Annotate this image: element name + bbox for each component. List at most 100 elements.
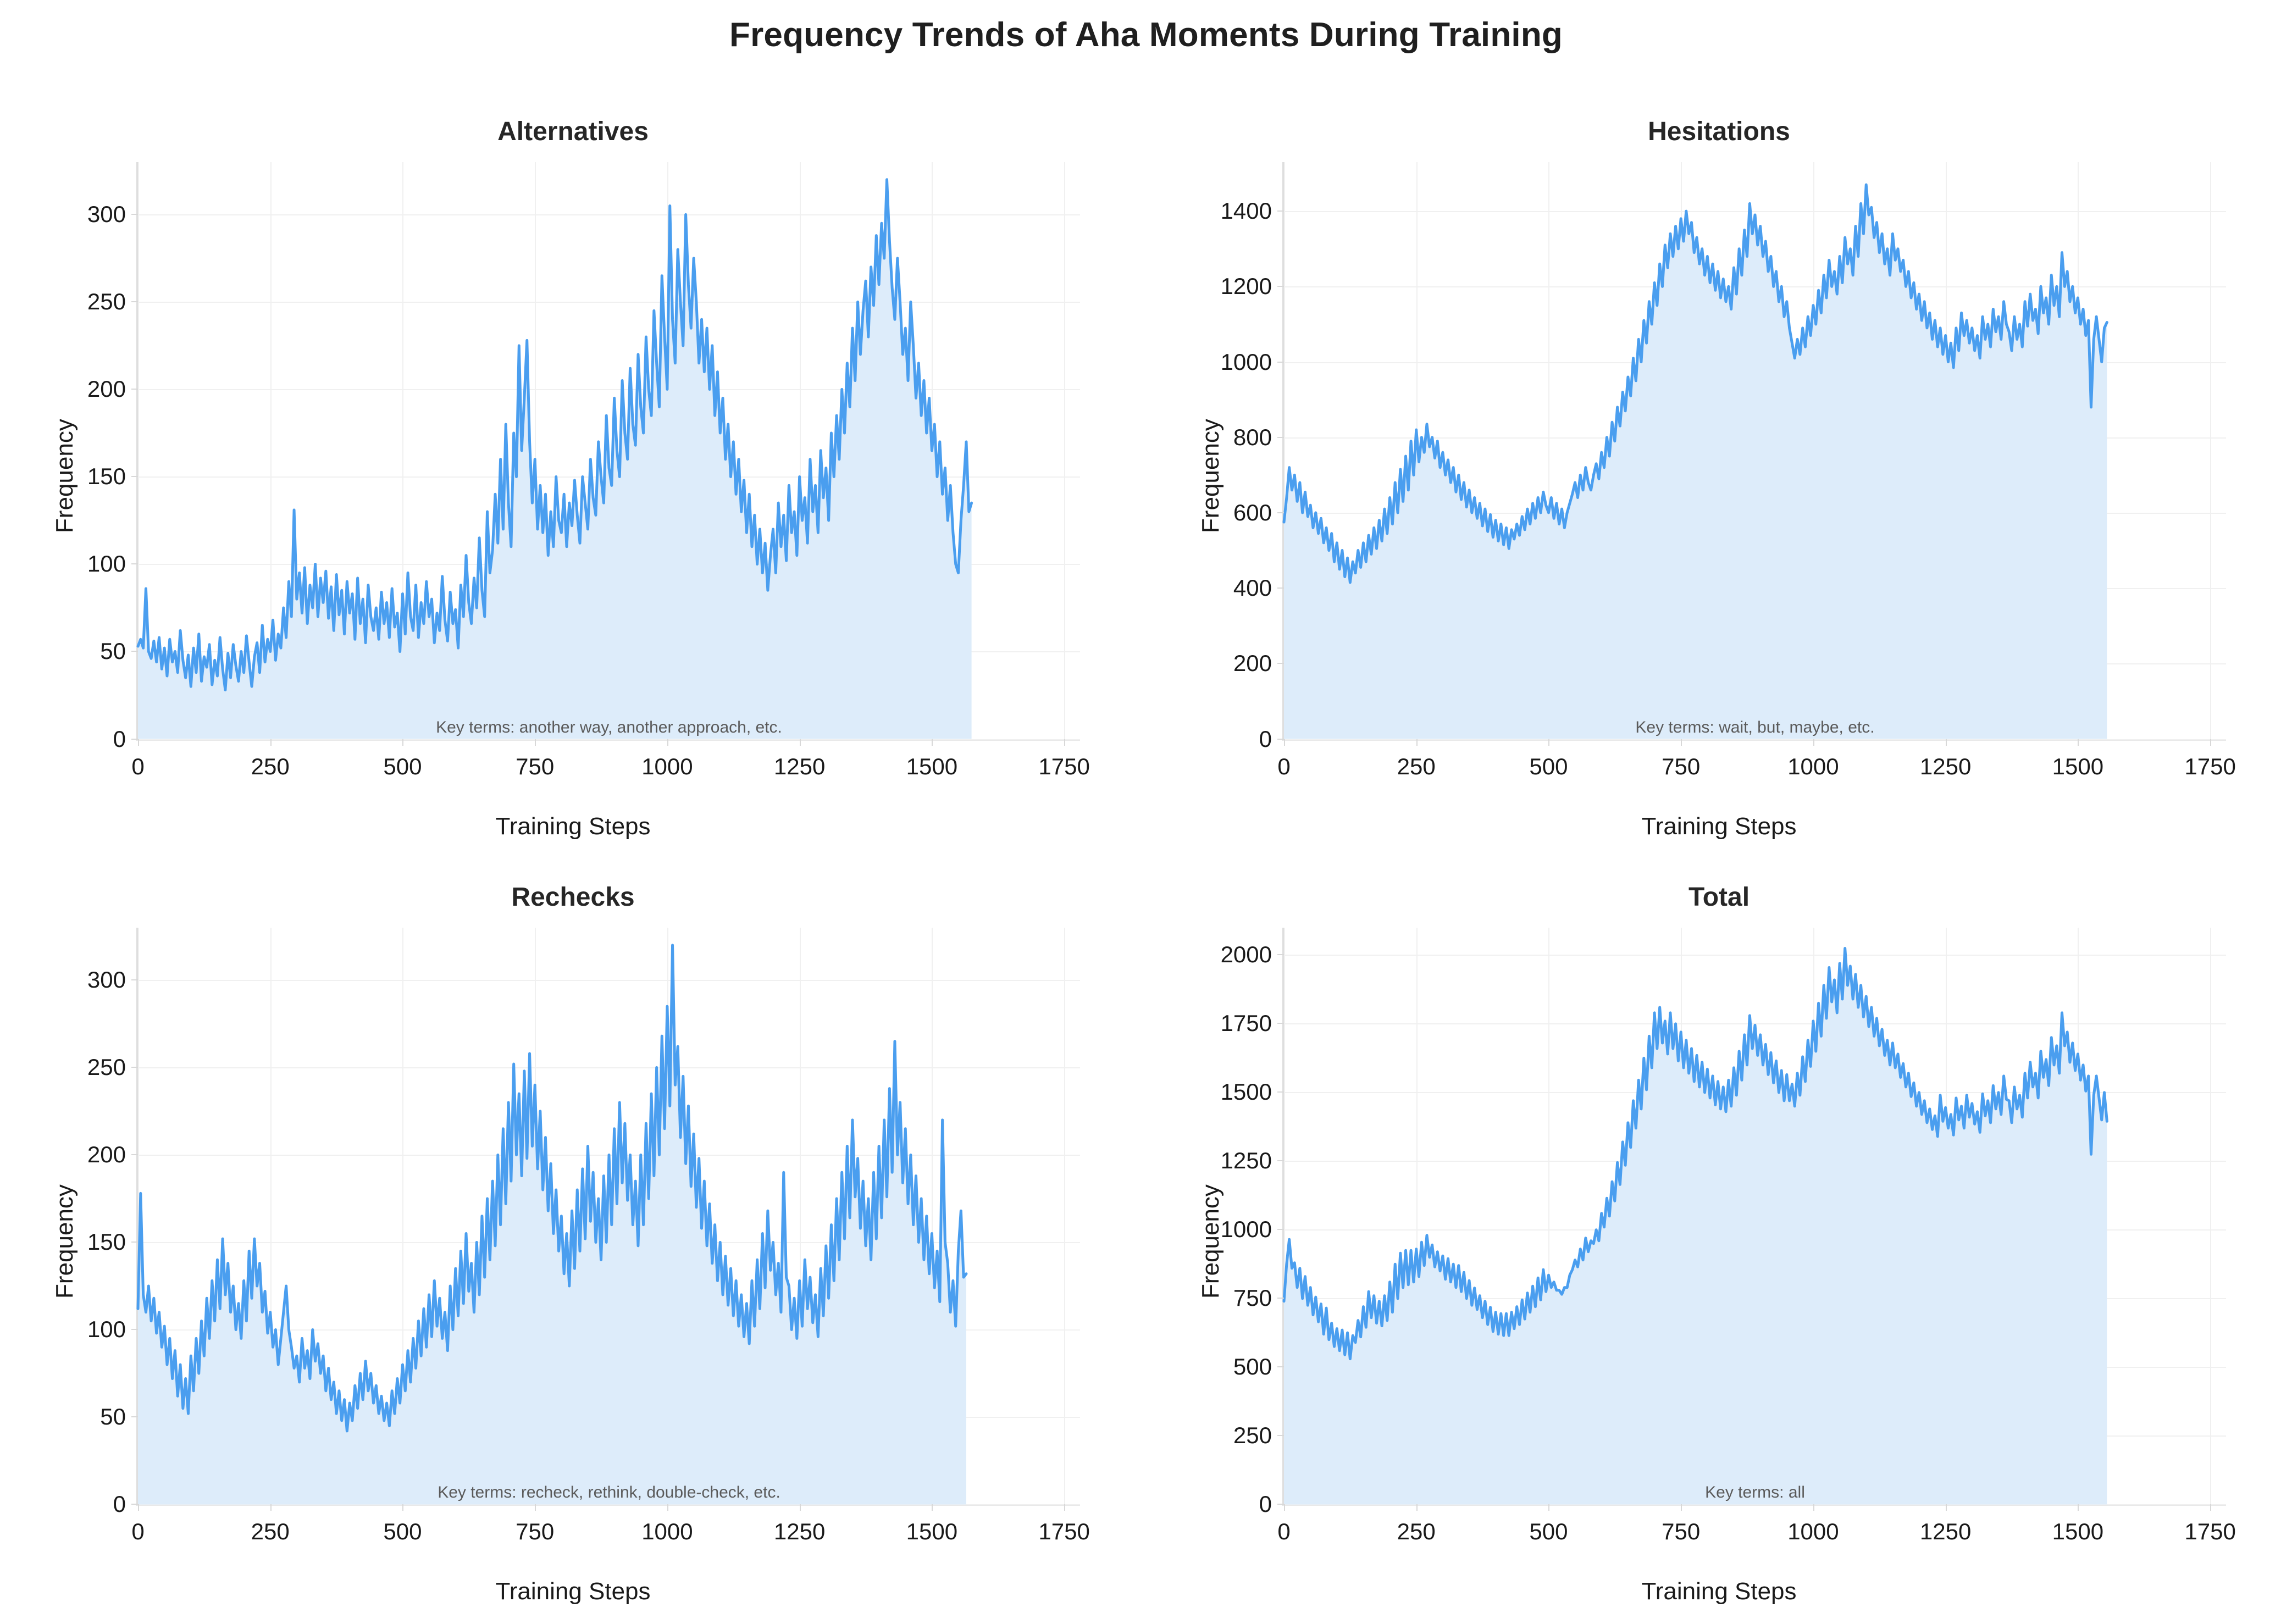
y-tick-mark [131, 1154, 138, 1155]
x-tick-label: 750 [516, 1518, 555, 1544]
x-tick-label: 1000 [641, 1518, 693, 1544]
y-tick-mark [131, 301, 138, 303]
x-axis-label-hesitations: Training Steps [1641, 812, 1797, 840]
y-tick-mark [131, 1241, 138, 1243]
x-axis-label-total: Training Steps [1641, 1578, 1797, 1605]
y-tick-mark [1277, 1298, 1284, 1299]
x-tick-mark [1813, 739, 1814, 746]
area-fill [1284, 947, 2107, 1504]
x-tick-label: 1000 [641, 753, 693, 779]
y-tick-mark [131, 979, 138, 980]
x-tick-label: 500 [1529, 753, 1568, 779]
plot-area-hesitations [1284, 162, 2226, 739]
axes-alternatives: Key terms: another way, another approach… [87, 162, 1090, 779]
y-tick-label: 1400 [1220, 198, 1272, 224]
y-tick-label: 0 [1259, 1491, 1272, 1517]
y-tick-label: 100 [87, 551, 126, 577]
panel-hesitations: Hesitations Frequency Training Steps Key… [1146, 93, 2292, 859]
y-tick-label: 50 [100, 638, 126, 664]
x-tick-label: 1000 [1787, 753, 1839, 779]
y-tick-label: 400 [1233, 575, 1272, 601]
x-tick-label: 1750 [2184, 753, 2236, 779]
x-tick-mark [1416, 1504, 1418, 1511]
x-tick-mark [1681, 1504, 1682, 1511]
x-tick-label: 750 [516, 753, 555, 779]
figure-title: Frequency Trends of Aha Moments During T… [729, 16, 1563, 54]
x-tick-label: 0 [131, 1518, 145, 1544]
x-tick-mark [1548, 739, 1550, 746]
y-tick-label: 1500 [1220, 1079, 1272, 1105]
y-tick-mark [1277, 1229, 1284, 1231]
y-tick-label: 250 [87, 1054, 126, 1080]
area-fill [1284, 185, 2107, 739]
x-tick-label: 500 [383, 753, 422, 779]
panel-alternatives: Alternatives Frequency Training Steps Ke… [0, 93, 1146, 859]
subplot-grid: Alternatives Frequency Training Steps Ke… [0, 93, 2292, 1624]
y-tick-label: 500 [1233, 1354, 1272, 1380]
x-tick-mark [1945, 1504, 1947, 1511]
x-tick-label: 1500 [2052, 753, 2104, 779]
y-tick-label: 1200 [1220, 273, 1272, 300]
panel-total: Total Frequency Training Steps Key terms… [1146, 859, 2292, 1624]
x-tick-mark [1064, 739, 1066, 746]
x-tick-label: 1250 [1919, 753, 1972, 779]
x-tick-mark [1548, 1504, 1550, 1511]
x-tick-label: 1250 [773, 1518, 826, 1544]
x-tick-mark [2078, 1504, 2079, 1511]
y-tick-mark [1277, 286, 1284, 287]
x-tick-label: 0 [1277, 753, 1291, 779]
x-tick-mark [932, 739, 933, 746]
y-tick-label: 150 [87, 1228, 126, 1255]
y-tick-mark [1277, 1366, 1284, 1368]
y-tick-label: 0 [113, 725, 126, 752]
x-axis-label-rechecks: Training Steps [495, 1578, 651, 1605]
x-tick-mark [799, 739, 801, 746]
x-tick-label: 250 [251, 753, 290, 779]
x-tick-mark [1945, 739, 1947, 746]
data-line [138, 180, 972, 690]
x-tick-label: 1000 [1787, 1518, 1839, 1544]
y-tick-label: 50 [100, 1403, 126, 1429]
x-tick-mark [138, 739, 139, 746]
y-tick-mark [131, 563, 138, 565]
y-tick-label: 1250 [1220, 1148, 1272, 1174]
x-tick-mark [799, 1504, 801, 1511]
x-tick-label: 250 [1397, 753, 1436, 779]
y-tick-mark [1277, 738, 1284, 740]
y-tick-mark [131, 738, 138, 740]
x-tick-label: 1750 [2184, 1518, 2236, 1544]
y-tick-label: 0 [113, 1491, 126, 1517]
x-tick-label: 1750 [1038, 753, 1090, 779]
y-tick-label: 200 [87, 1141, 126, 1167]
x-axis-label-alternatives: Training Steps [495, 812, 651, 840]
series-area-hesitations [1284, 162, 2226, 739]
x-tick-label: 500 [1529, 1518, 1568, 1544]
data-line [1284, 185, 2107, 583]
y-axis-label-hesitations: Frequency [1197, 419, 1224, 534]
x-tick-label: 1750 [1038, 1518, 1090, 1544]
plot-area-alternatives [138, 162, 1080, 739]
x-tick-mark [2078, 739, 2079, 746]
y-axis-label-alternatives: Frequency [51, 419, 78, 534]
data-line [1284, 948, 2107, 1359]
panel-rechecks: Rechecks Frequency Training Steps Key te… [0, 859, 1146, 1624]
y-tick-mark [1277, 1023, 1284, 1024]
y-tick-mark [1277, 663, 1284, 664]
y-tick-label: 200 [87, 376, 126, 402]
axes-hesitations: Key terms: wait, but, maybe, etc. 0 200 40… [1221, 162, 2236, 779]
y-tick-mark [1277, 1504, 1284, 1505]
x-tick-mark [2210, 1504, 2212, 1511]
x-tick-mark [535, 739, 536, 746]
x-tick-label: 0 [131, 753, 145, 779]
x-tick-mark [2210, 739, 2212, 746]
axes-rechecks: Key terms: recheck, rethink, double-chec… [87, 927, 1090, 1544]
x-tick-mark [667, 739, 668, 746]
y-tick-label: 1000 [1220, 1216, 1272, 1243]
panel-title-hesitations: Hesitations [1648, 117, 1790, 146]
y-tick-mark [1277, 436, 1284, 438]
panel-title-total: Total [1688, 882, 1750, 912]
y-tick-mark [131, 1328, 138, 1330]
axes-total: Key terms: all 0 250 500 750 1000 1250 1500 175… [1221, 927, 2236, 1544]
y-tick-label: 800 [1233, 424, 1272, 450]
